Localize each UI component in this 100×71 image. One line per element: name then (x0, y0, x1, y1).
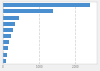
Bar (3, 3, 90, 7)
Bar (3, 28, 13, 32)
Bar (3, 59, 6, 63)
Bar (3, 34, 11, 38)
Bar (3, 53, 7, 57)
Bar (3, 22, 15, 26)
Bar (3, 9, 53, 13)
Bar (3, 46, 8, 50)
Bar (3, 40, 9, 44)
Bar (3, 16, 19, 20)
